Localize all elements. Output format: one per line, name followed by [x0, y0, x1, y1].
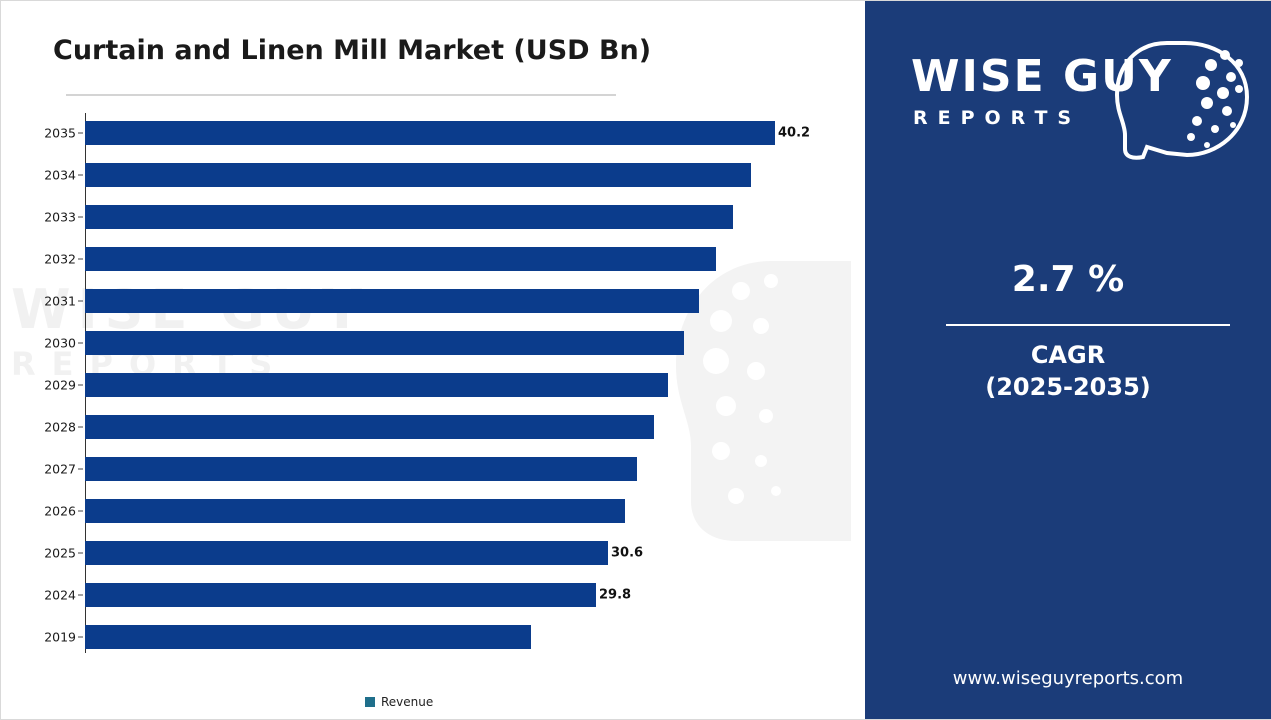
brand-panel: WISE GUY REPORTS 2.7 % CAGR (2025 [865, 1, 1271, 719]
y-axis-tick [78, 552, 83, 554]
y-axis-label: 2031 [44, 293, 76, 309]
bar [85, 163, 751, 187]
bar [85, 289, 699, 313]
y-axis-label: 2034 [44, 167, 76, 183]
head-watermark-icon [676, 261, 851, 541]
y-axis-label: 2030 [44, 335, 76, 351]
y-axis-label: 2029 [44, 377, 76, 393]
y-axis-tick [78, 174, 83, 176]
y-axis-label: 2019 [44, 629, 76, 645]
bar [85, 541, 608, 565]
cagr-label-line-2: (2025-2035) [985, 373, 1151, 402]
cagr-divider [946, 324, 1230, 326]
bar-chart-plot: 2035 40.2 2034 2033 2032 203 [44, 113, 830, 653]
bar [85, 121, 775, 145]
page-title: Curtain and Linen Mill Market (USD Bn) [53, 35, 652, 66]
y-axis-label: 2032 [44, 251, 76, 267]
logo-secondary-text: REPORTS [913, 107, 1082, 129]
y-axis-tick [78, 300, 83, 302]
y-axis-tick [78, 468, 83, 470]
bar [85, 247, 716, 271]
y-axis-tick [78, 426, 83, 428]
y-axis-label: 2035 [44, 125, 76, 141]
y-axis-label: 2025 [44, 545, 76, 561]
y-axis-label: 2026 [44, 503, 76, 519]
bar-value-label: 29.8 [599, 587, 632, 603]
bar-value-label: 30.6 [611, 545, 644, 561]
bar [85, 415, 654, 439]
y-axis-tick [78, 258, 83, 260]
legend-swatch-icon [365, 697, 375, 707]
y-axis-label: 2033 [44, 209, 76, 225]
cagr-label-line-1: CAGR [1030, 341, 1106, 369]
head-logo-icon [1114, 41, 1250, 160]
y-axis-label: 2024 [44, 587, 76, 603]
y-axis-label: 2027 [44, 461, 76, 477]
bar [85, 373, 668, 397]
bar [85, 583, 596, 607]
website-url[interactable]: www.wiseguyreports.com [952, 668, 1184, 689]
y-axis-tick [78, 594, 83, 596]
y-axis-tick [78, 636, 83, 638]
cagr-label: CAGR (2025-2035) [865, 339, 1271, 404]
bar [85, 457, 637, 481]
cagr-value: 2.7 % [1011, 259, 1125, 300]
bar [85, 625, 531, 649]
logo: WISE GUY REPORTS [911, 41, 1250, 160]
y-axis-tick [78, 510, 83, 512]
chart-panel: Curtain and Linen Mill Market (USD Bn) W… [1, 1, 865, 719]
y-axis-tick [78, 216, 83, 218]
y-axis-tick [78, 384, 83, 386]
title-divider [66, 94, 616, 96]
y-axis-tick [78, 132, 83, 134]
bar-value-label: 40.2 [778, 125, 811, 141]
bar [85, 205, 733, 229]
bar [85, 331, 684, 355]
y-axis-label: 2028 [44, 419, 76, 435]
y-axis-tick [78, 342, 83, 344]
legend-label: Revenue [381, 695, 434, 709]
chart-legend: Revenue [365, 695, 433, 709]
bar [85, 499, 625, 523]
